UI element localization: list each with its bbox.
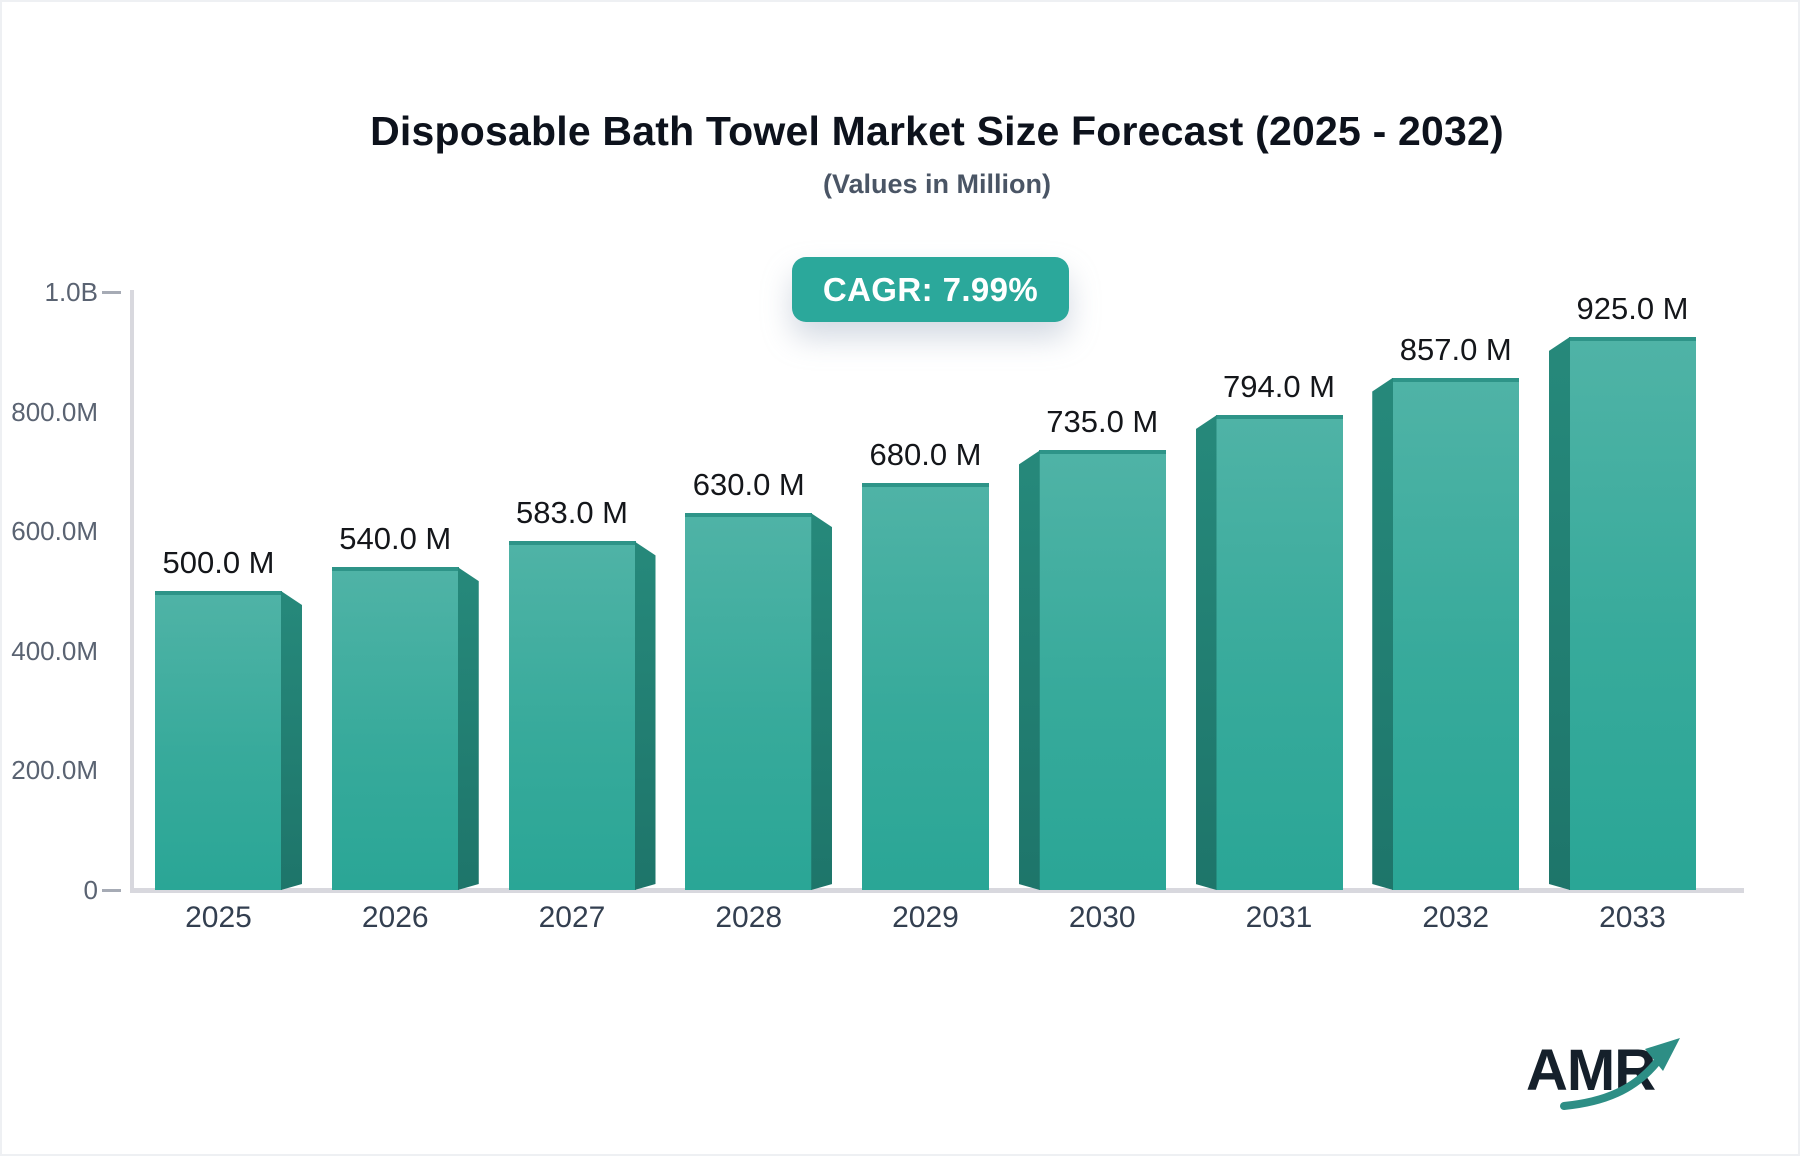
bar-2028 [685, 513, 813, 890]
bar-value-label-2026: 540.0 M [339, 521, 452, 557]
y-axis-tick-label: 200.0M [11, 755, 98, 786]
bar-side-face-2027 [635, 541, 656, 890]
bar-2025 [155, 591, 282, 890]
bar-side-face-2030 [1019, 450, 1040, 890]
y-axis-tick-mark [102, 889, 121, 892]
y-axis-tick-label: 400.0M [11, 635, 98, 666]
cagr-badge-label: CAGR: 7.99% [822, 270, 1039, 308]
y-axis-line [130, 290, 134, 890]
y-axis-tick-label: 0 [83, 875, 98, 905]
bar-value-label-2032: 857.0 M [1399, 331, 1512, 367]
bar-2031 [1215, 415, 1343, 890]
bar-value-label-2029: 680.0 M [869, 437, 982, 473]
bar-value-label-2027: 583.0 M [515, 495, 628, 531]
bar-value-label-2028: 630.0 M [692, 467, 805, 503]
logo-arrow-icon [1560, 1038, 1680, 1110]
y-axis-tick-label: 1.0B [44, 277, 99, 307]
x-axis-line [130, 888, 1744, 893]
x-axis-label-2029: 2029 [892, 901, 959, 934]
y-axis-tick-label: 800.0M [11, 396, 98, 427]
x-axis-label-2031: 2031 [1245, 901, 1313, 934]
y-axis-tick-mark [102, 291, 121, 294]
bar-2029 [862, 483, 989, 890]
bar-2032 [1392, 377, 1520, 890]
chart-subtitle: (Values in Million) [822, 169, 1052, 199]
amr-logo: AMR [1526, 1038, 1680, 1110]
amr-logo-text: AMR [1526, 1038, 1655, 1103]
bar-2030 [1038, 450, 1166, 890]
bar-value-label-2030: 735.0 M [1046, 404, 1159, 440]
bar-side-face-2025 [281, 591, 302, 890]
x-axis-label-2025: 2025 [185, 901, 252, 934]
bar-value-label-2025: 500.0 M [162, 545, 275, 580]
x-axis-label-2033: 2033 [1599, 901, 1666, 934]
x-axis-label-2030: 2030 [1068, 901, 1136, 934]
chart-header: Disposable Bath Towel Market Size Foreca… [130, 2, 1744, 200]
bar-value-label-2033: 925.0 M [1576, 290, 1689, 326]
bar-2026 [331, 567, 459, 890]
x-axis-label-2027: 2027 [538, 901, 606, 934]
bar-2027 [508, 541, 636, 890]
bar-value-label-2031: 794.0 M [1222, 369, 1335, 405]
bar-side-face-2026 [458, 567, 479, 890]
chart-title: Disposable Bath Towel Market Size Foreca… [370, 108, 1504, 154]
y-axis-tick-label: 600.0M [11, 516, 98, 547]
x-axis-label-2026: 2026 [361, 901, 429, 934]
cagr-badge: CAGR: 7.99% [792, 257, 1069, 322]
x-axis-label-2032: 2032 [1422, 901, 1490, 934]
bar-side-face-2033 [1549, 337, 1570, 890]
x-axis-label-2028: 2028 [715, 901, 783, 934]
bar-2033 [1569, 336, 1696, 890]
bar-side-face-2032 [1372, 378, 1393, 890]
bar-side-face-2028 [811, 513, 832, 890]
bar-side-face-2031 [1196, 415, 1217, 890]
